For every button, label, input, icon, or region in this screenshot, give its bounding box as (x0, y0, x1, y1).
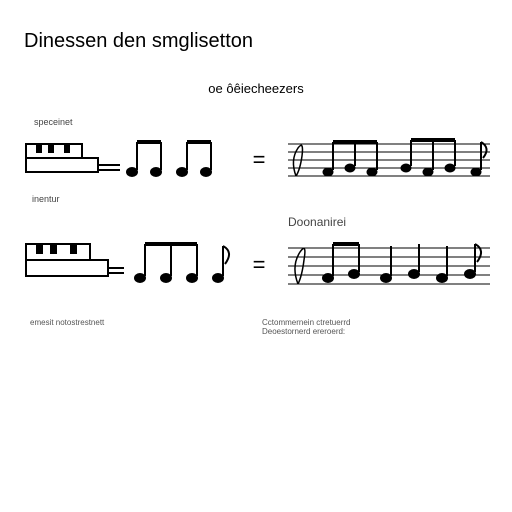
equiv-row-2: = Doonanirei (24, 230, 488, 300)
equals-icon: = (248, 252, 270, 278)
equals-icon: = (248, 147, 270, 173)
staff-quarters-icon (284, 230, 494, 300)
footer-left-label: emesit notostrestnett (24, 318, 256, 336)
piano-notes-icon (24, 230, 234, 300)
piano-notes-icon (24, 130, 234, 190)
row2-left (24, 230, 234, 300)
row1-left-top-label: speceinet (34, 117, 73, 127)
footer-right-label: Cctommernein ctretuerrd Deoestornerd ere… (256, 318, 488, 336)
footer: emesit notostrestnett Cctommernein ctret… (24, 318, 488, 336)
row2-right-top-label: Doonanirei (288, 215, 346, 229)
page-title: Dinessen den smglisetton (24, 30, 488, 53)
staff-eighths-icon (284, 130, 494, 190)
row1-left-bottom-label: inentur (32, 194, 60, 204)
row1-right (284, 130, 494, 190)
row2-right: Doonanirei (284, 230, 494, 300)
row1-left: speceinet inentur (24, 130, 234, 190)
page-subtitle: oe ôêiecheezers (24, 81, 488, 96)
equiv-row-1: speceinet inentur = (24, 130, 488, 190)
